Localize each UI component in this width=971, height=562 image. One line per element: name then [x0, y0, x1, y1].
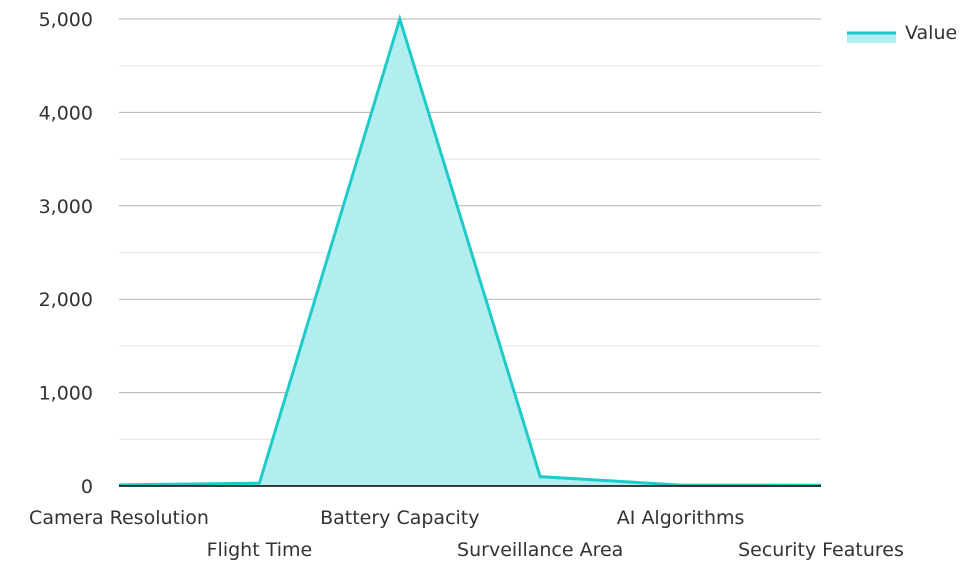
x-tick-label: Camera Resolution: [29, 507, 209, 529]
y-tick-label: 3,000: [39, 196, 93, 218]
y-tick-label: 0: [81, 476, 93, 498]
x-tick-label: AI Algorithms: [617, 507, 745, 529]
series-value-line: [118, 13, 822, 487]
y-tick-label: 5,000: [39, 9, 93, 31]
y-tick-label: 2,000: [39, 289, 93, 311]
legend-swatch-fill: [847, 33, 896, 43]
y-axis-ticks: 0 1,000 2,000 3,000 4,000 5,000: [39, 9, 93, 498]
x-axis-ticks: Camera Resolution Flight Time Battery Capa…: [29, 507, 904, 561]
legend: Value: [847, 22, 957, 44]
x-tick-label: Surveillance Area: [457, 539, 623, 561]
x-tick-label: Battery Capacity: [320, 507, 479, 529]
y-tick-label: 4,000: [39, 102, 93, 124]
legend-label-value: Value: [905, 22, 957, 44]
y-tick-label: 1,000: [39, 383, 93, 405]
x-tick-label: Security Features: [738, 539, 904, 561]
x-tick-label: Flight Time: [207, 539, 313, 561]
